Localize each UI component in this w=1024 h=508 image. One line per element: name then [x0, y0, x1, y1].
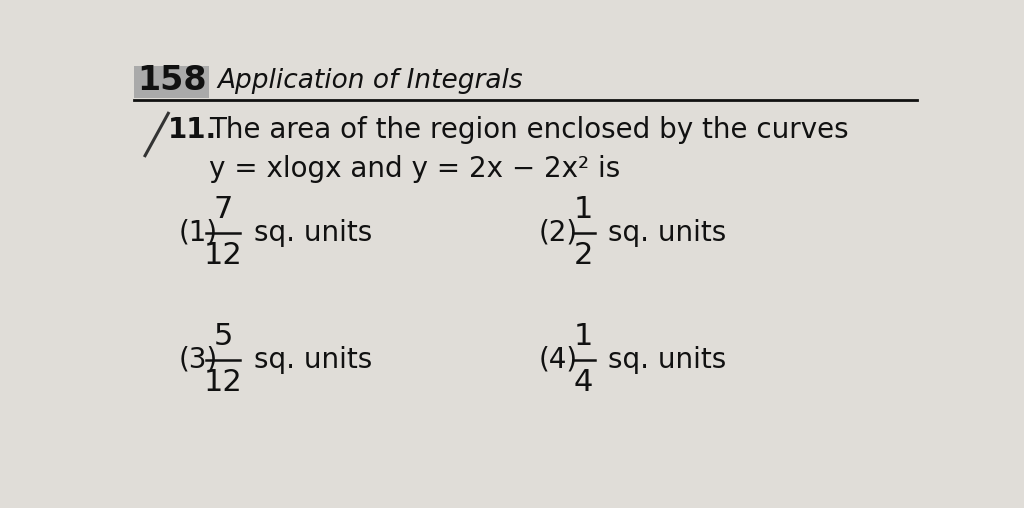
Text: (2): (2)	[539, 218, 578, 247]
Text: 1: 1	[574, 322, 593, 351]
Text: The area of the region enclosed by the curves: The area of the region enclosed by the c…	[209, 116, 849, 144]
Text: sq. units: sq. units	[608, 218, 727, 247]
Text: (4): (4)	[539, 346, 578, 374]
Text: 11.: 11.	[168, 116, 217, 144]
Text: (3): (3)	[178, 346, 218, 374]
Text: sq. units: sq. units	[254, 346, 373, 374]
Text: y = xlogx and y = 2x − 2x² is: y = xlogx and y = 2x − 2x² is	[209, 155, 621, 183]
Text: 12: 12	[204, 368, 243, 397]
Text: 12: 12	[204, 241, 243, 270]
Text: (1): (1)	[178, 218, 217, 247]
Text: 5: 5	[214, 322, 233, 351]
Text: 4: 4	[574, 368, 593, 397]
Text: Application of Integrals: Application of Integrals	[217, 68, 522, 94]
Text: 7: 7	[214, 195, 233, 224]
Text: sq. units: sq. units	[608, 346, 727, 374]
Text: 158: 158	[137, 65, 207, 98]
Text: 2: 2	[574, 241, 593, 270]
Text: sq. units: sq. units	[254, 218, 373, 247]
Text: 1: 1	[574, 195, 593, 224]
Bar	[134, 66, 209, 98]
